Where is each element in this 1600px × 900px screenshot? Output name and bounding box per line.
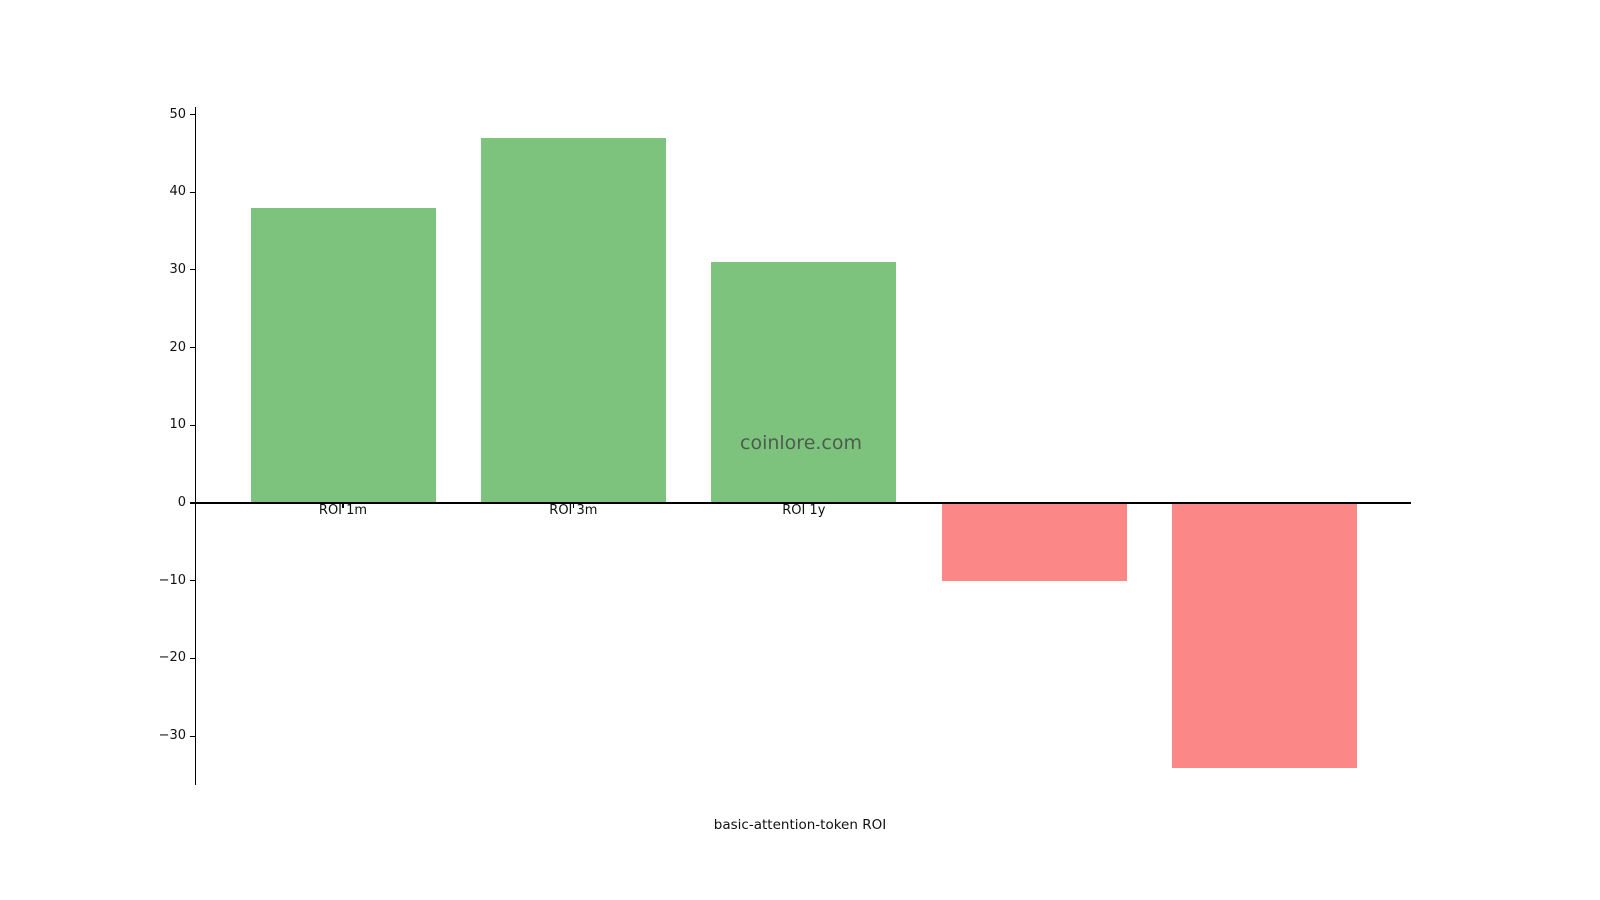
y-tick (189, 502, 195, 504)
bar-negative (1172, 503, 1358, 768)
watermark: coinlore.com (740, 432, 862, 454)
y-tick-label: −10 (158, 572, 186, 588)
y-tick (189, 269, 195, 271)
y-tick (189, 191, 195, 193)
x-tick (572, 503, 574, 508)
y-tick-label: 50 (169, 106, 186, 122)
bar-positive (711, 262, 897, 503)
x-tick-label: ROI 1m (318, 503, 368, 518)
bar-negative (941, 503, 1127, 582)
x-tick-label: ROI 1y (782, 503, 826, 518)
x-tick-label: ROI 3m (549, 503, 598, 518)
y-tick-label: −20 (158, 650, 186, 666)
x-axis-line (196, 502, 1411, 504)
y-tick-label: 10 (169, 417, 186, 433)
bar-positive (480, 137, 666, 503)
x-tick (803, 503, 805, 508)
y-tick-label: −30 (158, 728, 186, 744)
y-tick-label: 0 (177, 495, 186, 510)
y-tick (189, 657, 195, 659)
x-tick (342, 503, 344, 508)
y-tick (189, 424, 195, 426)
y-tick (189, 347, 195, 349)
chart-title: basic-attention-token ROI (713, 817, 887, 833)
y-tick (189, 735, 195, 737)
y-tick-label: 30 (169, 261, 186, 277)
y-axis-spine (194, 107, 196, 785)
y-tick-label: 40 (169, 184, 186, 200)
y-tick-label: 20 (169, 339, 186, 355)
y-tick (189, 113, 195, 116)
y-tick (189, 580, 195, 582)
bar-positive (250, 207, 436, 503)
